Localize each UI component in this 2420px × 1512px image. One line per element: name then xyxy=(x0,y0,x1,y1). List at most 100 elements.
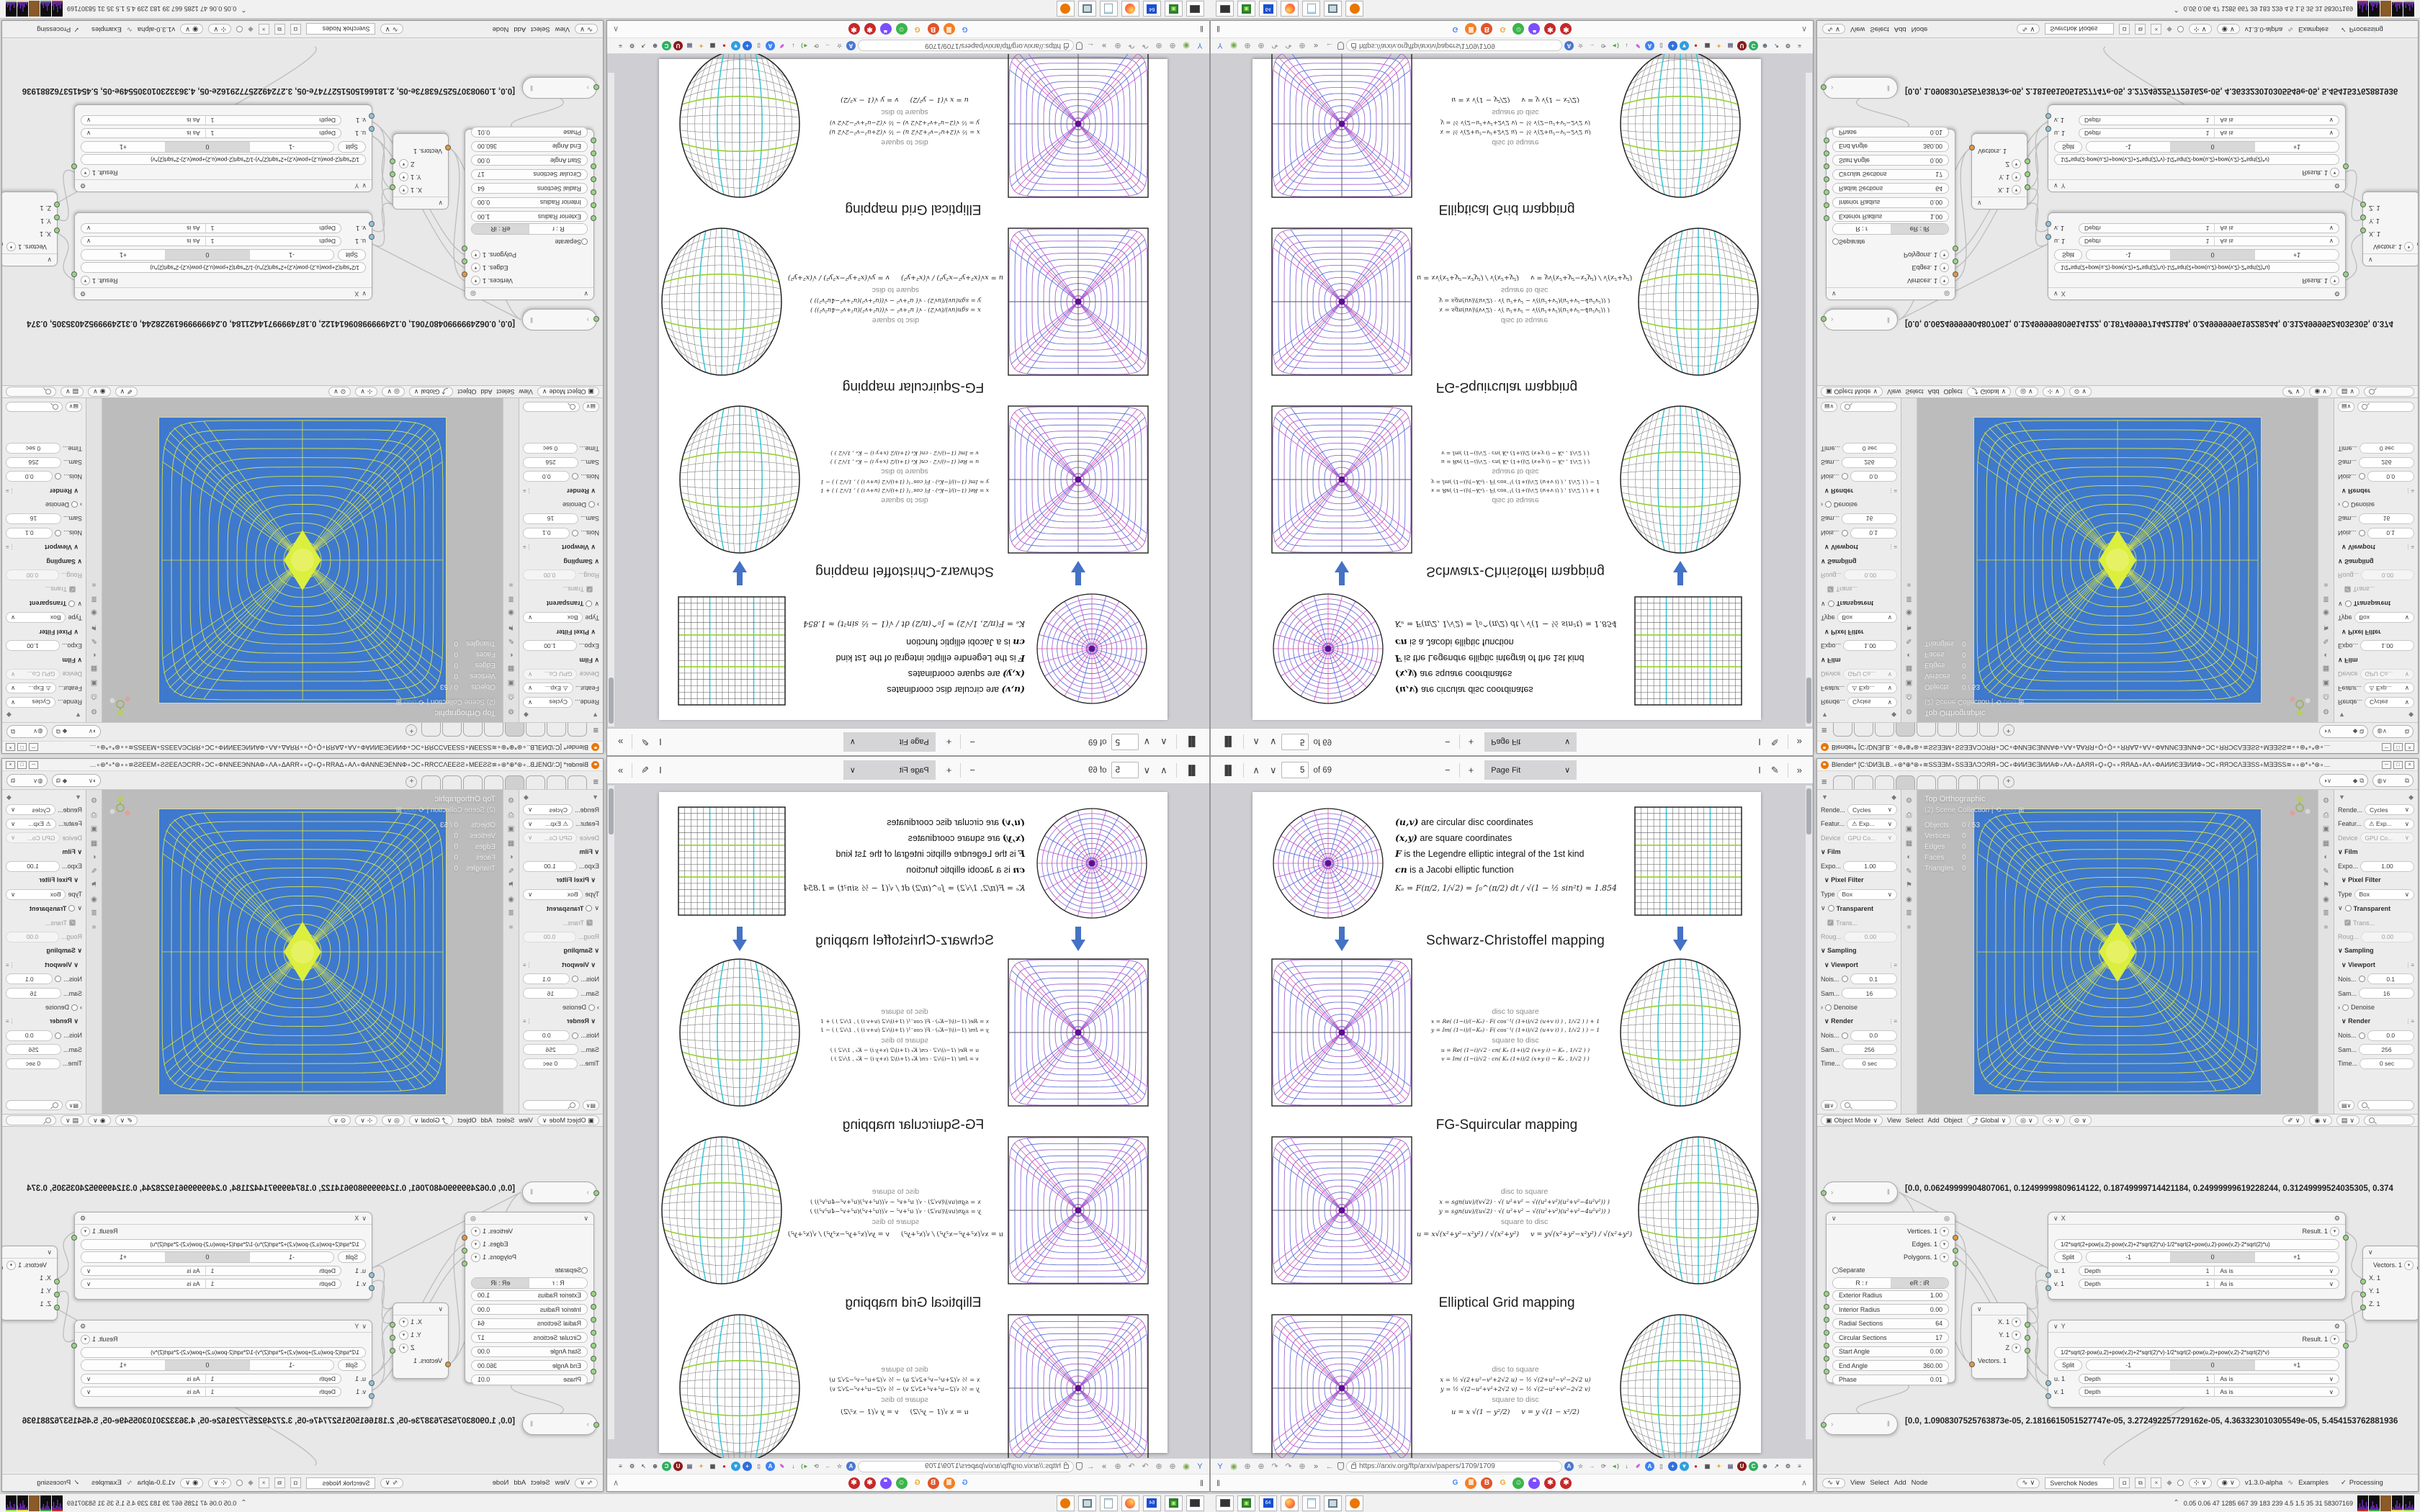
node-socket[interactable] xyxy=(591,1343,596,1349)
text-select-tool-icon[interactable]: I xyxy=(659,737,662,748)
torus-node[interactable]: ∨ ◎ Vertices. 1 ▾ Edges. 1 ▾ Polygons. 1 ▾ Sepa… xyxy=(462,127,596,300)
search-input[interactable] xyxy=(523,402,580,412)
depth-field[interactable]: Depth 1 As is ∨ xyxy=(2079,236,2339,246)
node-socket[interactable] xyxy=(390,1335,395,1341)
pause-icon[interactable]: ‖ xyxy=(1216,1477,1220,1488)
extension-icon[interactable]: ▼ xyxy=(731,1462,740,1471)
node-socket[interactable] xyxy=(462,271,467,277)
browser-nav-icon[interactable]: ⊕ xyxy=(1258,41,1265,50)
btn-0[interactable]: 0 xyxy=(2171,1252,2256,1262)
pin-icon[interactable]: ◆ xyxy=(2352,776,2358,784)
menu-select[interactable]: Select xyxy=(1870,25,1889,33)
properties-tab-icon[interactable]: ▦ xyxy=(90,665,98,673)
subsection-label[interactable]: ∨ Pixel Filter xyxy=(39,876,79,884)
properties-tab-icon[interactable]: ◉ xyxy=(2323,608,2329,617)
collapse-icon[interactable]: ∨ xyxy=(2053,290,2058,298)
node-socket[interactable] xyxy=(2045,113,2051,119)
viewlayer-selector[interactable]: ◍∨ ⧉ xyxy=(2372,774,2414,787)
extension-icon[interactable]: ↓ xyxy=(792,42,795,49)
value-field[interactable]: 256 xyxy=(2359,456,2414,468)
btn-plus1[interactable]: +1 xyxy=(2255,1360,2339,1370)
collapse-icon[interactable]: ∨ xyxy=(362,290,367,298)
collapse-icon[interactable]: ∨ xyxy=(47,1248,52,1256)
browser-nav-icon[interactable]: ↷ xyxy=(1285,41,1292,50)
url-box[interactable]: https://arxiv.org/ftp/arxiv/papers/1709/… xyxy=(1346,40,1562,52)
browser-nav-icon[interactable]: ⊕ xyxy=(1155,1462,1162,1471)
browser-nav-icon[interactable]: ↷ xyxy=(1128,41,1135,50)
node-socket[interactable] xyxy=(2025,184,2030,190)
pivot-selector[interactable]: ⊹ ∨ xyxy=(355,387,378,397)
value-field[interactable]: Box ∨ xyxy=(1837,888,1897,900)
taskbar-app-notepad[interactable] xyxy=(1100,1495,1118,1511)
value-field[interactable]: 1.00 xyxy=(6,640,60,652)
examples-menu[interactable]: Examples xyxy=(91,25,122,33)
browser-nav-icon[interactable]: ⊕ xyxy=(1114,1462,1121,1471)
param-slider[interactable]: Start Angle 0.00 xyxy=(471,1346,588,1357)
node-socket[interactable] xyxy=(1824,1317,1829,1323)
workspace-tab[interactable] xyxy=(484,723,504,737)
workspace-tab[interactable] xyxy=(421,723,442,737)
param-slider[interactable]: Interior Radius 0.00 xyxy=(471,1304,588,1315)
collapse-icon[interactable]: ∨ xyxy=(2368,1248,2373,1256)
url-box[interactable]: https://arxiv.org/ftp/arxiv/papers/1709/… xyxy=(858,1460,1074,1472)
browser-nav-icon[interactable]: ⊕ xyxy=(1244,41,1251,50)
depth-field[interactable]: Depth 1 As is ∨ xyxy=(2079,1266,2339,1276)
param-slider[interactable]: Start Angle 0.00 xyxy=(1832,155,1949,166)
value-field[interactable]: GPU Co... ∨ xyxy=(6,668,60,680)
menu-node[interactable]: Node xyxy=(492,1479,509,1487)
y-formula-node[interactable]: ∨ Y ⚙ Result. 1 ▾ 1/2*sqrt(2-pow(u,2)+pow(v,2… xyxy=(2045,104,2349,192)
properties-tab-icon[interactable]: ≣ xyxy=(2323,909,2329,917)
snap-selector[interactable]: ◎ ∨ xyxy=(382,1115,405,1125)
toggle-rr[interactable]: R : r xyxy=(1833,1278,1891,1288)
value-field[interactable]: Cycles ∨ xyxy=(523,696,573,708)
value-field[interactable]: 0.00 xyxy=(1844,931,1897,942)
workspace-tab[interactable] xyxy=(568,723,588,737)
bookmark-icon[interactable]: ✱ xyxy=(848,1477,860,1489)
stethoscope-node[interactable]: › ‖ xyxy=(1821,77,1898,99)
editor-type-selector[interactable]: ∿ ∨ xyxy=(1822,24,1845,35)
tree-selector[interactable]: ∿ ∨ xyxy=(2017,24,2040,35)
overlays-selector[interactable]: ◉ ∨ xyxy=(2309,387,2332,397)
depth-field[interactable]: Depth 1 As is ∨ xyxy=(2079,1387,2339,1397)
workspace-tab[interactable] xyxy=(1958,723,1978,737)
param-slider[interactable]: Radial Sections 64 xyxy=(1832,1318,1949,1329)
section-label[interactable]: ∨ Sampling xyxy=(46,947,82,955)
node-socket[interactable] xyxy=(2045,221,2051,227)
properties-tab-icon[interactable]: ▣ xyxy=(90,825,98,833)
asis-select[interactable]: As is ∨ xyxy=(2215,1266,2339,1275)
editor-type-selector[interactable]: ∿ ∨ xyxy=(575,24,598,35)
value-field[interactable]: 1.00 xyxy=(1843,640,1897,652)
toggle-rr[interactable]: R : r xyxy=(1833,224,1891,234)
bookmark-icon[interactable]: B xyxy=(1481,23,1493,35)
menu-select[interactable]: Select xyxy=(496,388,515,395)
extension-icon[interactable]: ✦ xyxy=(699,1463,704,1470)
node-socket[interactable] xyxy=(462,1248,467,1254)
extension-icon[interactable]: ▦ xyxy=(709,1463,716,1470)
value-field[interactable]: 1.00 xyxy=(6,860,60,872)
menu-object[interactable]: Object xyxy=(457,388,477,395)
param-slider[interactable]: Interior Radius 0.00 xyxy=(1832,1304,1949,1315)
value-field[interactable]: 0.00 xyxy=(6,931,59,942)
filter-icon[interactable]: ▼ xyxy=(592,793,599,801)
value-field[interactable]: 16 xyxy=(6,988,61,999)
search-input[interactable] xyxy=(6,1100,63,1110)
copy-icon[interactable]: ⧉ xyxy=(2404,728,2409,736)
axis-toggle[interactable]: -1 0 +1 xyxy=(81,1359,334,1371)
param-slider[interactable]: Start Angle 0.00 xyxy=(1832,1346,1949,1357)
value-field[interactable]: 0.0 xyxy=(1850,1030,1897,1041)
page-up-icon[interactable]: ∧ xyxy=(1160,764,1168,775)
menu-select[interactable]: Select xyxy=(496,1117,515,1124)
subsection-label[interactable]: ∨ Viewport xyxy=(2341,960,2375,968)
formula-field[interactable]: 1/2*sqrt(2+pow(u,2)-pow(v,2)+2*sqrt(2)*u… xyxy=(2054,262,2339,273)
toolbar-more-icon[interactable]: » xyxy=(1796,737,1802,748)
node-socket[interactable] xyxy=(71,1343,77,1349)
collapse-icon[interactable]: ∨ xyxy=(47,256,52,264)
checkbox[interactable] xyxy=(586,600,593,607)
url-box[interactable]: https://arxiv.org/ftp/arxiv/papers/1709/… xyxy=(858,40,1074,52)
checkbox[interactable] xyxy=(68,600,76,607)
zoom-select[interactable]: Page Fit ∨ xyxy=(843,760,936,780)
page-down-icon[interactable]: ∨ xyxy=(1269,737,1277,748)
copy-icon[interactable]: ⧉ xyxy=(274,1477,285,1488)
btn-minus1[interactable]: -1 xyxy=(248,142,333,152)
value-field[interactable]: 0 sec xyxy=(523,1058,578,1069)
